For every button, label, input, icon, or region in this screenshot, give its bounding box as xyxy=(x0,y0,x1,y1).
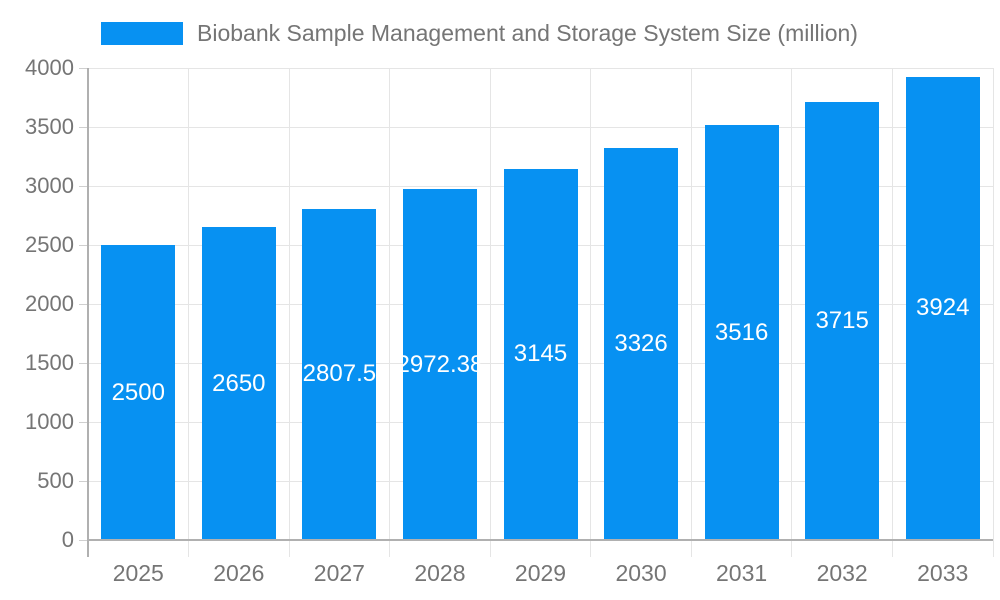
x-axis-tick-label: 2033 xyxy=(917,560,969,586)
y-axis-tick-label: 1000 xyxy=(25,409,74,434)
y-axis-tick-label: 2000 xyxy=(25,291,74,316)
bar xyxy=(704,125,779,540)
y-axis-tick-label: 3500 xyxy=(25,114,74,139)
x-axis-line xyxy=(88,539,993,541)
bar-value-label: 3145 xyxy=(513,340,568,368)
bar xyxy=(201,227,276,540)
y-axis-line xyxy=(87,68,89,557)
x-axis-tick-label: 2026 xyxy=(213,560,265,586)
vertical-gridline xyxy=(489,68,491,557)
y-axis-tick-mark xyxy=(79,67,88,69)
y-axis-tick-mark xyxy=(79,185,88,187)
y-axis-tick-mark xyxy=(79,421,88,423)
x-axis-tick-label: 2025 xyxy=(112,560,164,586)
vertical-gridline xyxy=(891,68,893,557)
bar-value-label: 3516 xyxy=(714,318,769,346)
bar xyxy=(101,245,176,540)
vertical-gridline xyxy=(590,68,592,557)
bar xyxy=(503,168,578,540)
bar xyxy=(604,147,679,540)
y-axis-tick-label: 2500 xyxy=(25,232,74,257)
y-axis-tick-label: 500 xyxy=(37,468,74,493)
bar-value-label: 3924 xyxy=(916,294,970,322)
plot-area: 0 500 1000 1500 2000 2500 3000 3500 4000 2500 2025… xyxy=(25,57,994,586)
y-axis-tick-label: 4000 xyxy=(25,55,74,80)
legend-label: Biobank Sample Management and Storage Sy… xyxy=(197,19,858,46)
x-axis-tick-label: 2031 xyxy=(716,560,768,586)
bar xyxy=(402,189,477,540)
bar-value-label: 2500 xyxy=(111,378,165,406)
bar-value-label: 3326 xyxy=(614,329,668,357)
x-axis-tick-label: 2030 xyxy=(615,560,667,586)
y-axis-tick-mark xyxy=(79,480,88,482)
bar xyxy=(302,208,377,540)
y-axis-tick-label: 3000 xyxy=(25,173,74,198)
horizontal-gridline xyxy=(88,67,993,69)
vertical-gridline xyxy=(690,68,692,557)
legend: Biobank Sample Management and Storage Sy… xyxy=(101,19,858,47)
vertical-gridline xyxy=(791,68,793,557)
y-axis-tick-mark xyxy=(79,244,88,246)
x-axis-tick-label: 2027 xyxy=(313,560,365,586)
vertical-gridline xyxy=(288,68,290,557)
bar-value-label: 2807.5 xyxy=(302,360,377,388)
bar-value-label: 2972.38 xyxy=(396,350,484,378)
vertical-gridline xyxy=(992,68,994,557)
y-axis-tick-mark xyxy=(79,126,88,128)
y-axis-tick-mark xyxy=(79,303,88,305)
x-axis-tick-label: 2029 xyxy=(514,560,567,586)
horizontal-gridline xyxy=(88,126,993,128)
y-axis-tick-label: 1500 xyxy=(25,350,74,375)
bar xyxy=(905,76,980,540)
x-axis-tick-label: 2028 xyxy=(414,560,466,586)
vertical-gridline xyxy=(389,68,391,557)
vertical-gridline xyxy=(188,68,190,557)
bar-value-label: 3715 xyxy=(815,306,869,334)
legend-swatch xyxy=(101,21,183,45)
bar-value-label: 2650 xyxy=(212,369,266,397)
x-axis-tick-label: 2032 xyxy=(816,560,868,586)
y-axis-tick-mark xyxy=(79,539,88,541)
y-axis-tick-label: 0 xyxy=(61,527,74,552)
y-axis-tick-mark xyxy=(79,362,88,364)
bar xyxy=(805,101,880,540)
